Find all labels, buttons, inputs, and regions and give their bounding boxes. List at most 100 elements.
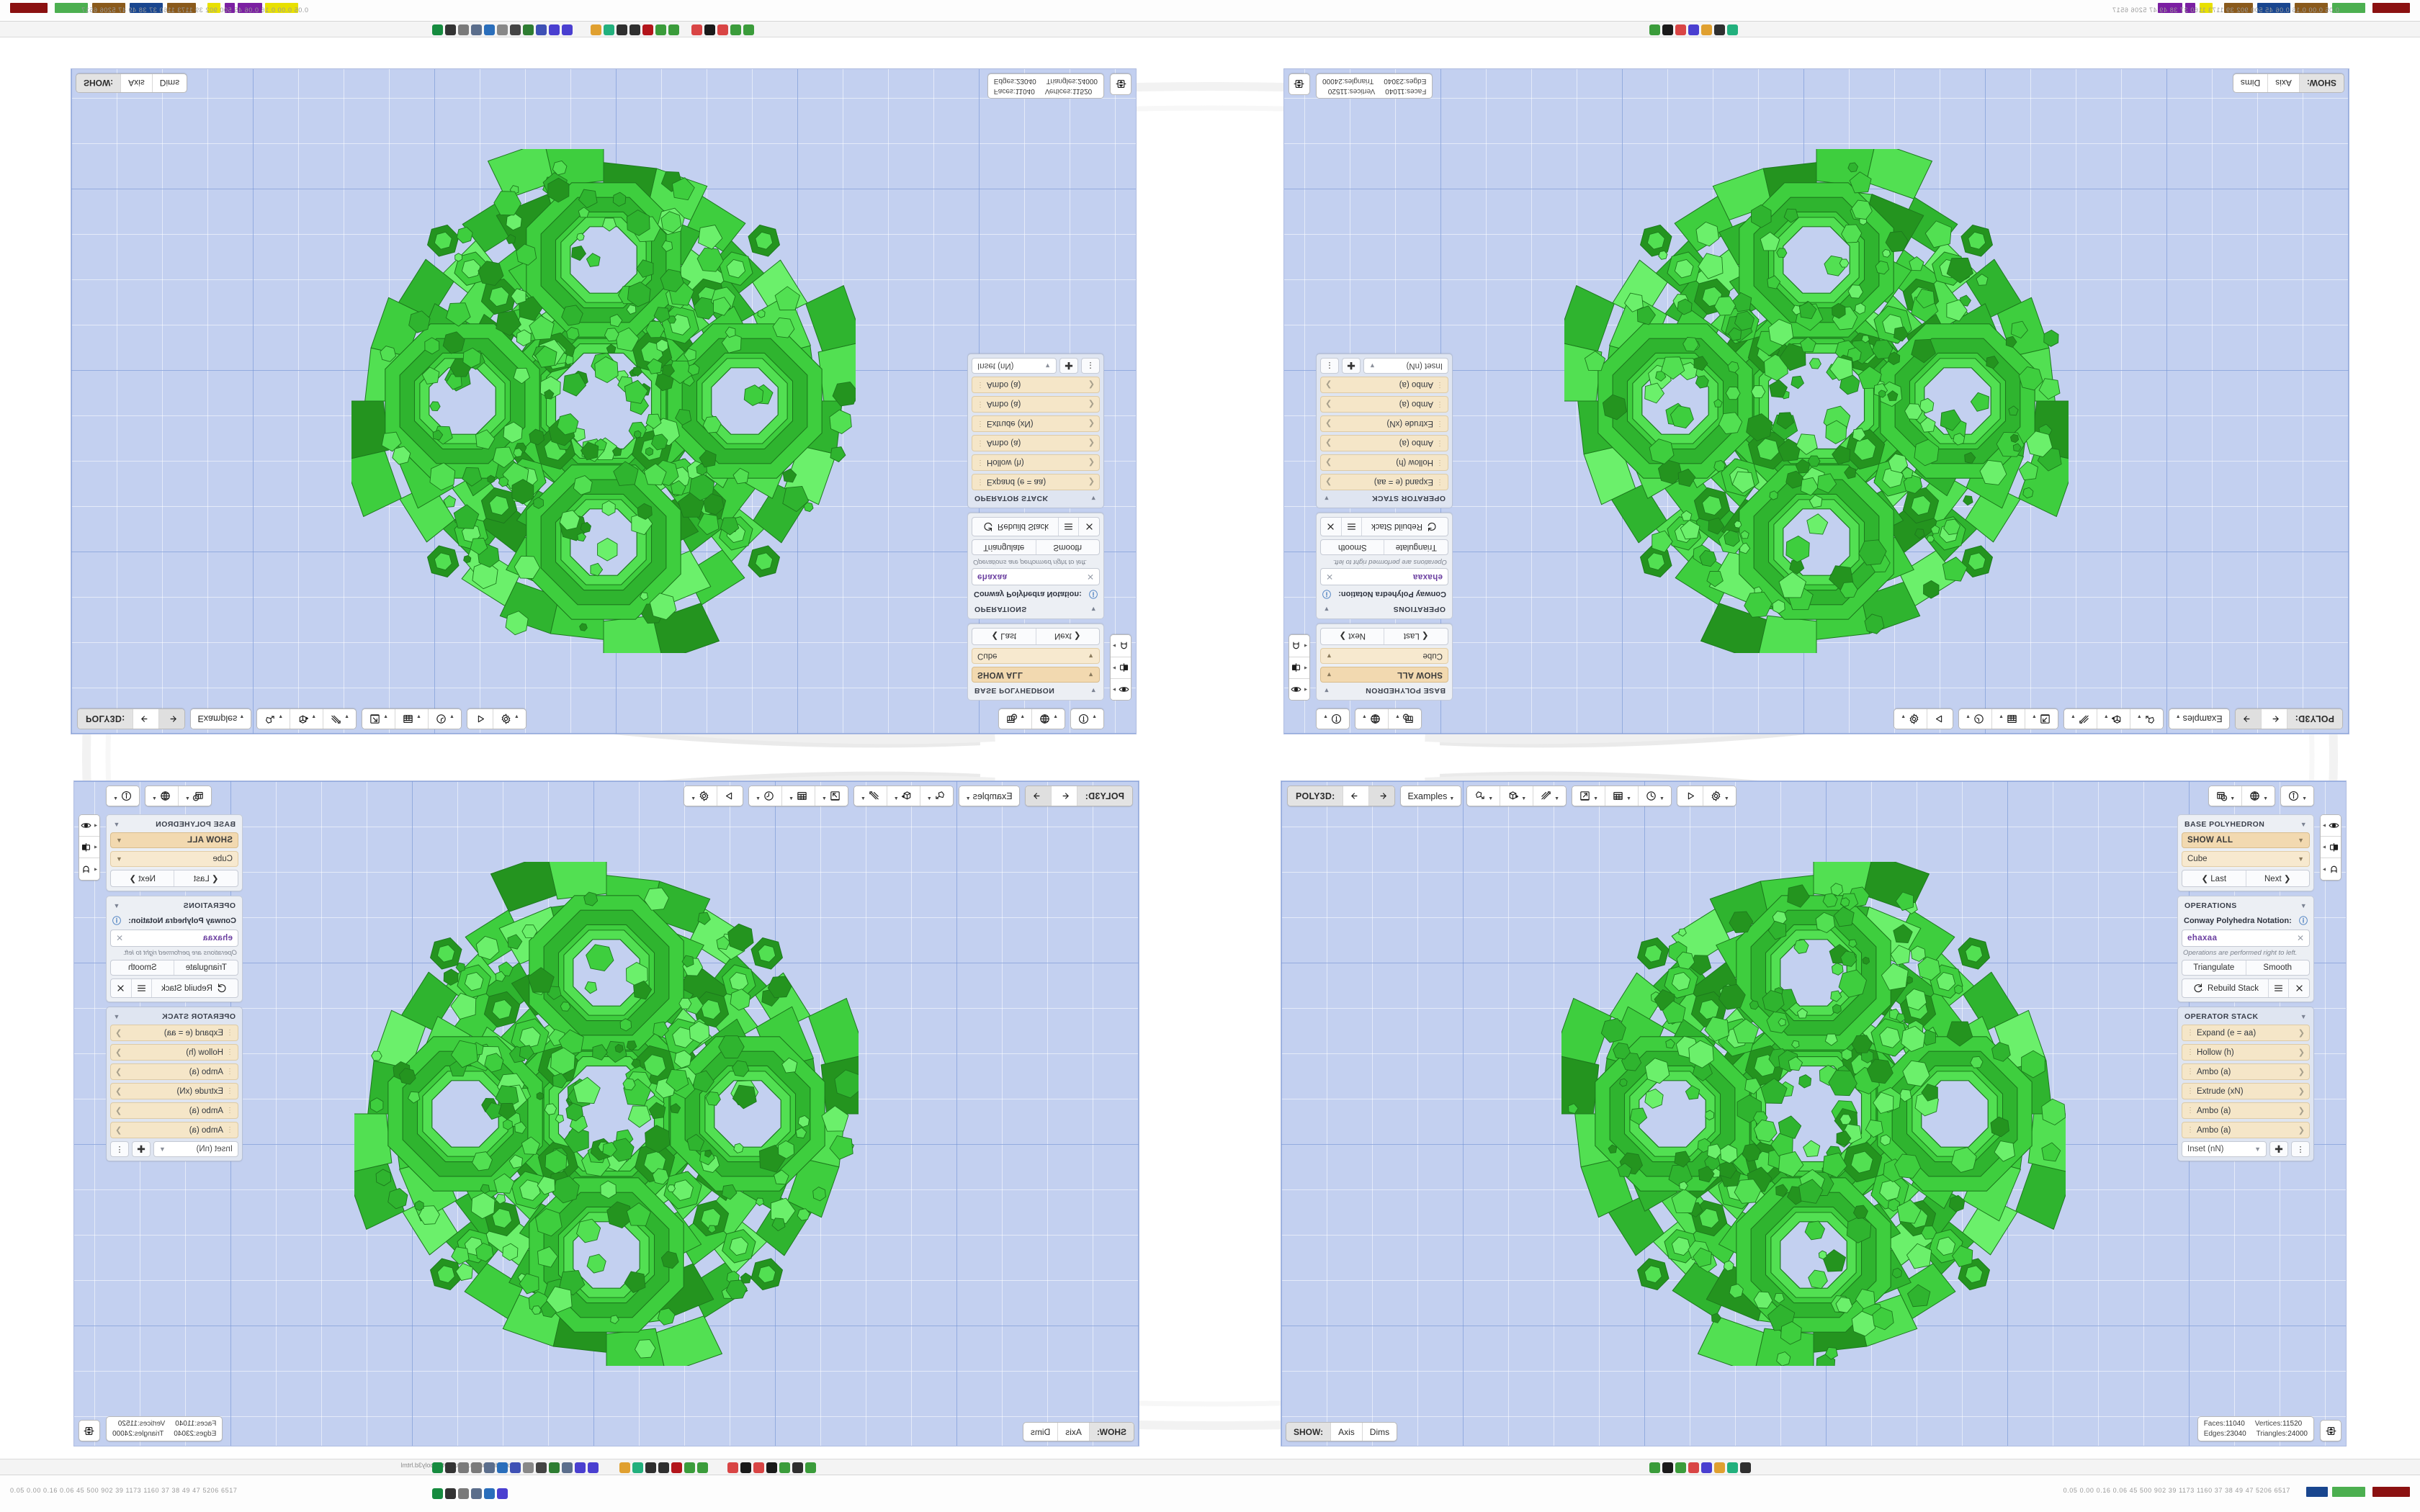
viewport[interactable]: POLY3D: Examples ▼ ▼ ▼ ▼ ▼ ▼ ▼ ▼ ▼ ▼ ▼ ▼ ▼ ▼ Faces:11040…	[1281, 780, 2347, 1446]
chevron-right-icon[interactable]: ❯	[2298, 1086, 2305, 1096]
globe-button[interactable]: ▼	[145, 786, 178, 806]
notation-input[interactable]: ehaxaa ✕	[1320, 568, 1448, 585]
globe-button[interactable]: ▼	[2242, 786, 2275, 806]
show-bar[interactable]: SHOW: Axis Dims	[1286, 1422, 1397, 1441]
fav-icon[interactable]	[1701, 24, 1712, 35]
chevron-right-icon[interactable]: ❯	[2298, 1048, 2305, 1057]
chevron-down-icon[interactable]: ▼	[2300, 821, 2307, 828]
triangulate-button[interactable]: Triangulate	[2182, 960, 2246, 975]
fav-icon[interactable]	[471, 24, 482, 35]
shape-dropdown[interactable]: Cube ▼	[972, 648, 1100, 664]
drag-handle-icon[interactable]: ⋮	[977, 459, 983, 467]
chevron-down-icon[interactable]: ▼	[113, 1013, 120, 1020]
drag-handle-icon[interactable]: ⋮	[1437, 381, 1443, 389]
next-shape-button[interactable]: Next ❯	[1321, 629, 1384, 644]
solid-view-button[interactable]: ▼	[887, 786, 920, 806]
fav-icon[interactable]	[617, 24, 627, 35]
fav-icon[interactable]	[704, 24, 715, 35]
drag-handle-icon[interactable]: ⋮	[2187, 1126, 2193, 1134]
clear-icon[interactable]: ✕	[1326, 572, 1333, 582]
eye-toggle[interactable]: ▼	[1111, 678, 1131, 700]
export-group[interactable]: ▼ ▼ ▼	[362, 708, 462, 729]
calendar-clock-button[interactable]: ▼	[2209, 786, 2242, 806]
operator-select[interactable]: Inset (nN) ▼	[972, 358, 1057, 374]
chevron-right-icon[interactable]: ❯	[115, 1125, 122, 1135]
mesh-ops-row[interactable]: Triangulate Smooth	[2182, 960, 2310, 976]
show-all-dropdown[interactable]: SHOW ALL ▼	[2182, 832, 2310, 848]
base-polyhedron-card[interactable]: BASE POLYHEDRON ▼ SHOW ALL ▼ Cube ▼ ❮ Last Next…	[1316, 624, 1453, 701]
table-button[interactable]: ▼	[781, 786, 815, 806]
mesh-ops-row[interactable]: Triangulate Smooth	[1320, 539, 1448, 555]
fav-icon[interactable]	[484, 24, 495, 35]
clock-button[interactable]: ▼	[749, 786, 781, 806]
notation-input[interactable]: ehaxaa ✕	[110, 930, 238, 947]
view-tool-strip[interactable]: ▼ ▼ ▼	[1110, 634, 1131, 701]
examples-group[interactable]: Examples ▼	[959, 786, 1020, 806]
fit-to-view-button[interactable]	[79, 1420, 100, 1441]
fav-icon[interactable]	[510, 24, 521, 35]
drag-handle-icon[interactable]: ⋮	[2187, 1107, 2193, 1115]
main-toolbar[interactable]: POLY3D: Examples ▼ ▼ ▼ ▼ ▼ ▼ ▼ ▼	[77, 708, 526, 729]
solid-view-button[interactable]: ▼	[2097, 709, 2130, 729]
stack-list-button[interactable]	[1341, 518, 1361, 536]
utility-group[interactable]: ▼ ▼	[1355, 708, 1422, 729]
rebuild-row[interactable]: Rebuild Stack	[972, 517, 1100, 536]
fav-icon[interactable]	[523, 24, 534, 35]
chevron-down-icon[interactable]: ▼	[1090, 687, 1097, 694]
rebuild-stack-button[interactable]: Rebuild Stack	[2182, 979, 2269, 997]
gear-button[interactable]: ▼	[1703, 786, 1736, 806]
chevron-right-icon[interactable]: ❯	[115, 1106, 122, 1115]
shape-nav-row[interactable]: ❮ Last Next ❯	[1320, 628, 1448, 645]
chevron-right-icon[interactable]: ❯	[1088, 477, 1095, 487]
main-toolbar[interactable]: POLY3D: Examples ▼ ▼ ▼ ▼ ▼ ▼ ▼ ▼	[1894, 708, 2343, 729]
undo-button[interactable]	[1343, 786, 1369, 806]
fav-icon[interactable]	[445, 24, 456, 35]
rebuild-stack-button[interactable]: Rebuild Stack	[1361, 518, 1448, 536]
operations-header[interactable]: OPERATIONS ▼	[1320, 601, 1448, 615]
stack-list-button[interactable]	[1059, 518, 1079, 536]
drag-handle-icon[interactable]: ⋮	[977, 420, 983, 428]
controls-panel[interactable]: BASE POLYHEDRON ▼ SHOW ALL ▼ Cube ▼ ❮ Last Next…	[106, 814, 243, 1166]
chevron-right-icon[interactable]: ❯	[115, 1048, 122, 1057]
export-button[interactable]: ▼	[2025, 709, 2058, 729]
chevron-right-icon[interactable]: ❯	[1088, 380, 1095, 390]
fav-icon[interactable]	[743, 24, 754, 35]
playback-group[interactable]: ▼	[1894, 708, 1953, 729]
drag-handle-icon[interactable]: ⋮	[977, 478, 983, 486]
chevron-right-icon[interactable]: ❯	[2298, 1067, 2305, 1076]
play-button[interactable]	[467, 709, 493, 729]
chevron-right-icon[interactable]: ❯	[1325, 380, 1332, 390]
examples-dropdown[interactable]: Examples ▼	[1401, 786, 1461, 806]
fav-icon[interactable]	[1662, 24, 1673, 35]
controls-panel[interactable]: BASE POLYHEDRON ▼ SHOW ALL ▼ Cube ▼ ❮ Last Next…	[2177, 814, 2314, 1166]
base-polyhedron-card[interactable]: BASE POLYHEDRON ▼ SHOW ALL ▼ Cube ▼ ❮ Last Next…	[106, 814, 243, 891]
operator-stack-item[interactable]: ⋮ Expand (e = aa) ❯	[972, 474, 1100, 490]
chevron-right-icon[interactable]: ❯	[1088, 400, 1095, 409]
add-operator-button[interactable]: ✚	[2269, 1141, 2288, 1157]
view-tool-strip[interactable]: ▼ ▼ ▼	[1289, 634, 1310, 701]
chevron-down-icon[interactable]: ▼	[1090, 606, 1097, 613]
drag-handle-icon[interactable]: ⋮	[977, 400, 983, 408]
add-operator-row[interactable]: Inset (nN) ▼ ✚ ⋮	[972, 358, 1100, 374]
fav-icon[interactable]	[536, 24, 547, 35]
fav-icon[interactable]	[549, 24, 560, 35]
info-group[interactable]: ▼	[106, 786, 140, 806]
base-polyhedron-card[interactable]: BASE POLYHEDRON ▼ SHOW ALL ▼ Cube ▼ ❮ Last Next…	[967, 624, 1104, 701]
operator-stack-item[interactable]: ⋮ Extrude (xN) ❯	[1320, 415, 1448, 432]
rebuild-row[interactable]: Rebuild Stack	[1320, 517, 1448, 536]
next-shape-button[interactable]: Next ❯	[111, 870, 174, 886]
info-icon[interactable]: ⓘ	[1322, 588, 1331, 600]
info-group[interactable]: ▼	[1316, 708, 1350, 729]
operations-card[interactable]: OPERATIONS ▼ Conway Polyhedra Notation: ⓘ eh…	[1316, 513, 1453, 619]
chevron-right-icon[interactable]: ❯	[1325, 400, 1332, 409]
next-shape-button[interactable]: Next ❯	[1036, 629, 1100, 644]
operator-stack-item[interactable]: ⋮ Expand (e = aa) ❯	[110, 1025, 238, 1041]
show-bar[interactable]: SHOW: Axis Dims	[76, 73, 187, 93]
polyhedron-model[interactable]	[351, 150, 856, 654]
tray-icon[interactable]	[445, 1488, 456, 1499]
operator-stack-item[interactable]: ⋮ Ambo (a) ❯	[972, 435, 1100, 451]
operator-stack-item[interactable]: ⋮ Hollow (h) ❯	[110, 1044, 238, 1061]
export-button[interactable]: ▼	[362, 709, 395, 729]
shape-nav-row[interactable]: ❮ Last Next ❯	[110, 870, 238, 887]
magnet-toggle[interactable]: ▼	[1289, 635, 1309, 657]
